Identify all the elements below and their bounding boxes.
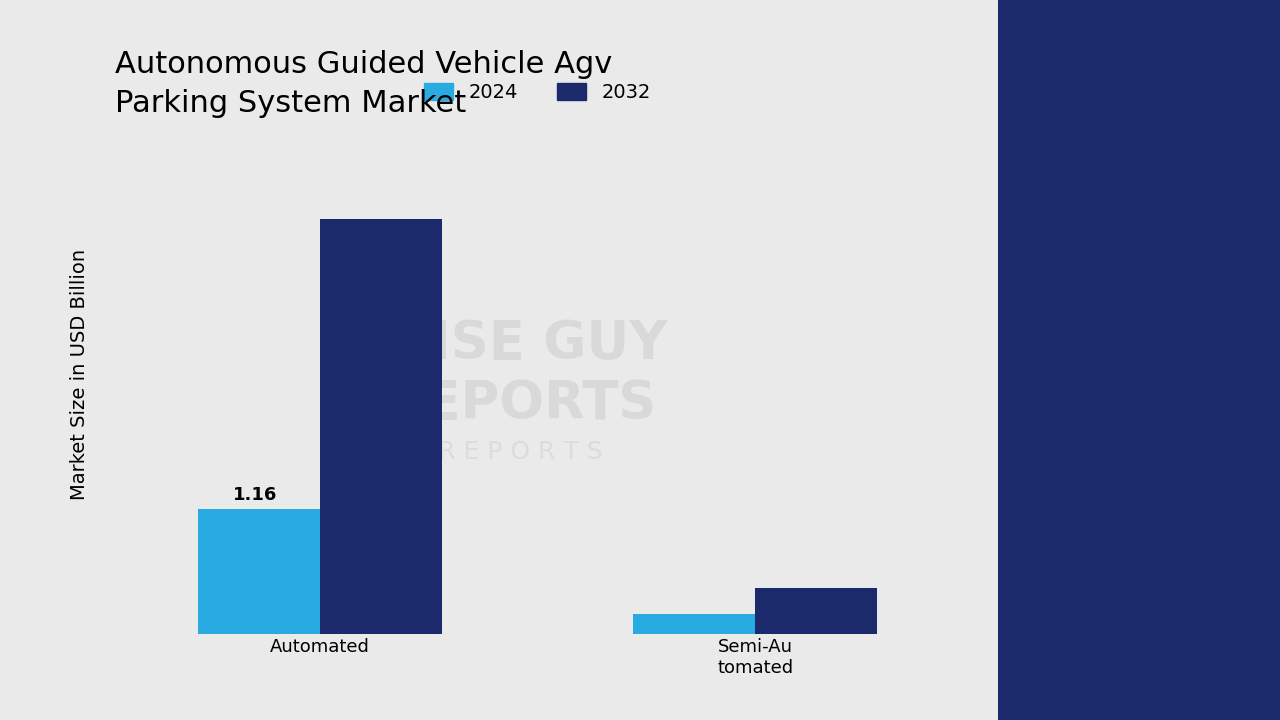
Bar (634, 614, 755, 634)
Bar (198, 508, 320, 634)
Bar (320, 219, 442, 634)
Text: 1.16: 1.16 (233, 486, 276, 504)
Text: R E P O R T S: R E P O R T S (438, 440, 603, 464)
Text: Autonomous Guided Vehicle Agv
Parking System Market: Autonomous Guided Vehicle Agv Parking Sy… (115, 50, 612, 117)
Legend: 2024, 2032: 2024, 2032 (415, 73, 660, 112)
Text: WISE GUY
REPORTS: WISE GUY REPORTS (372, 318, 667, 431)
Y-axis label: Market Size in USD Billion: Market Size in USD Billion (69, 249, 88, 500)
Bar (755, 588, 877, 634)
